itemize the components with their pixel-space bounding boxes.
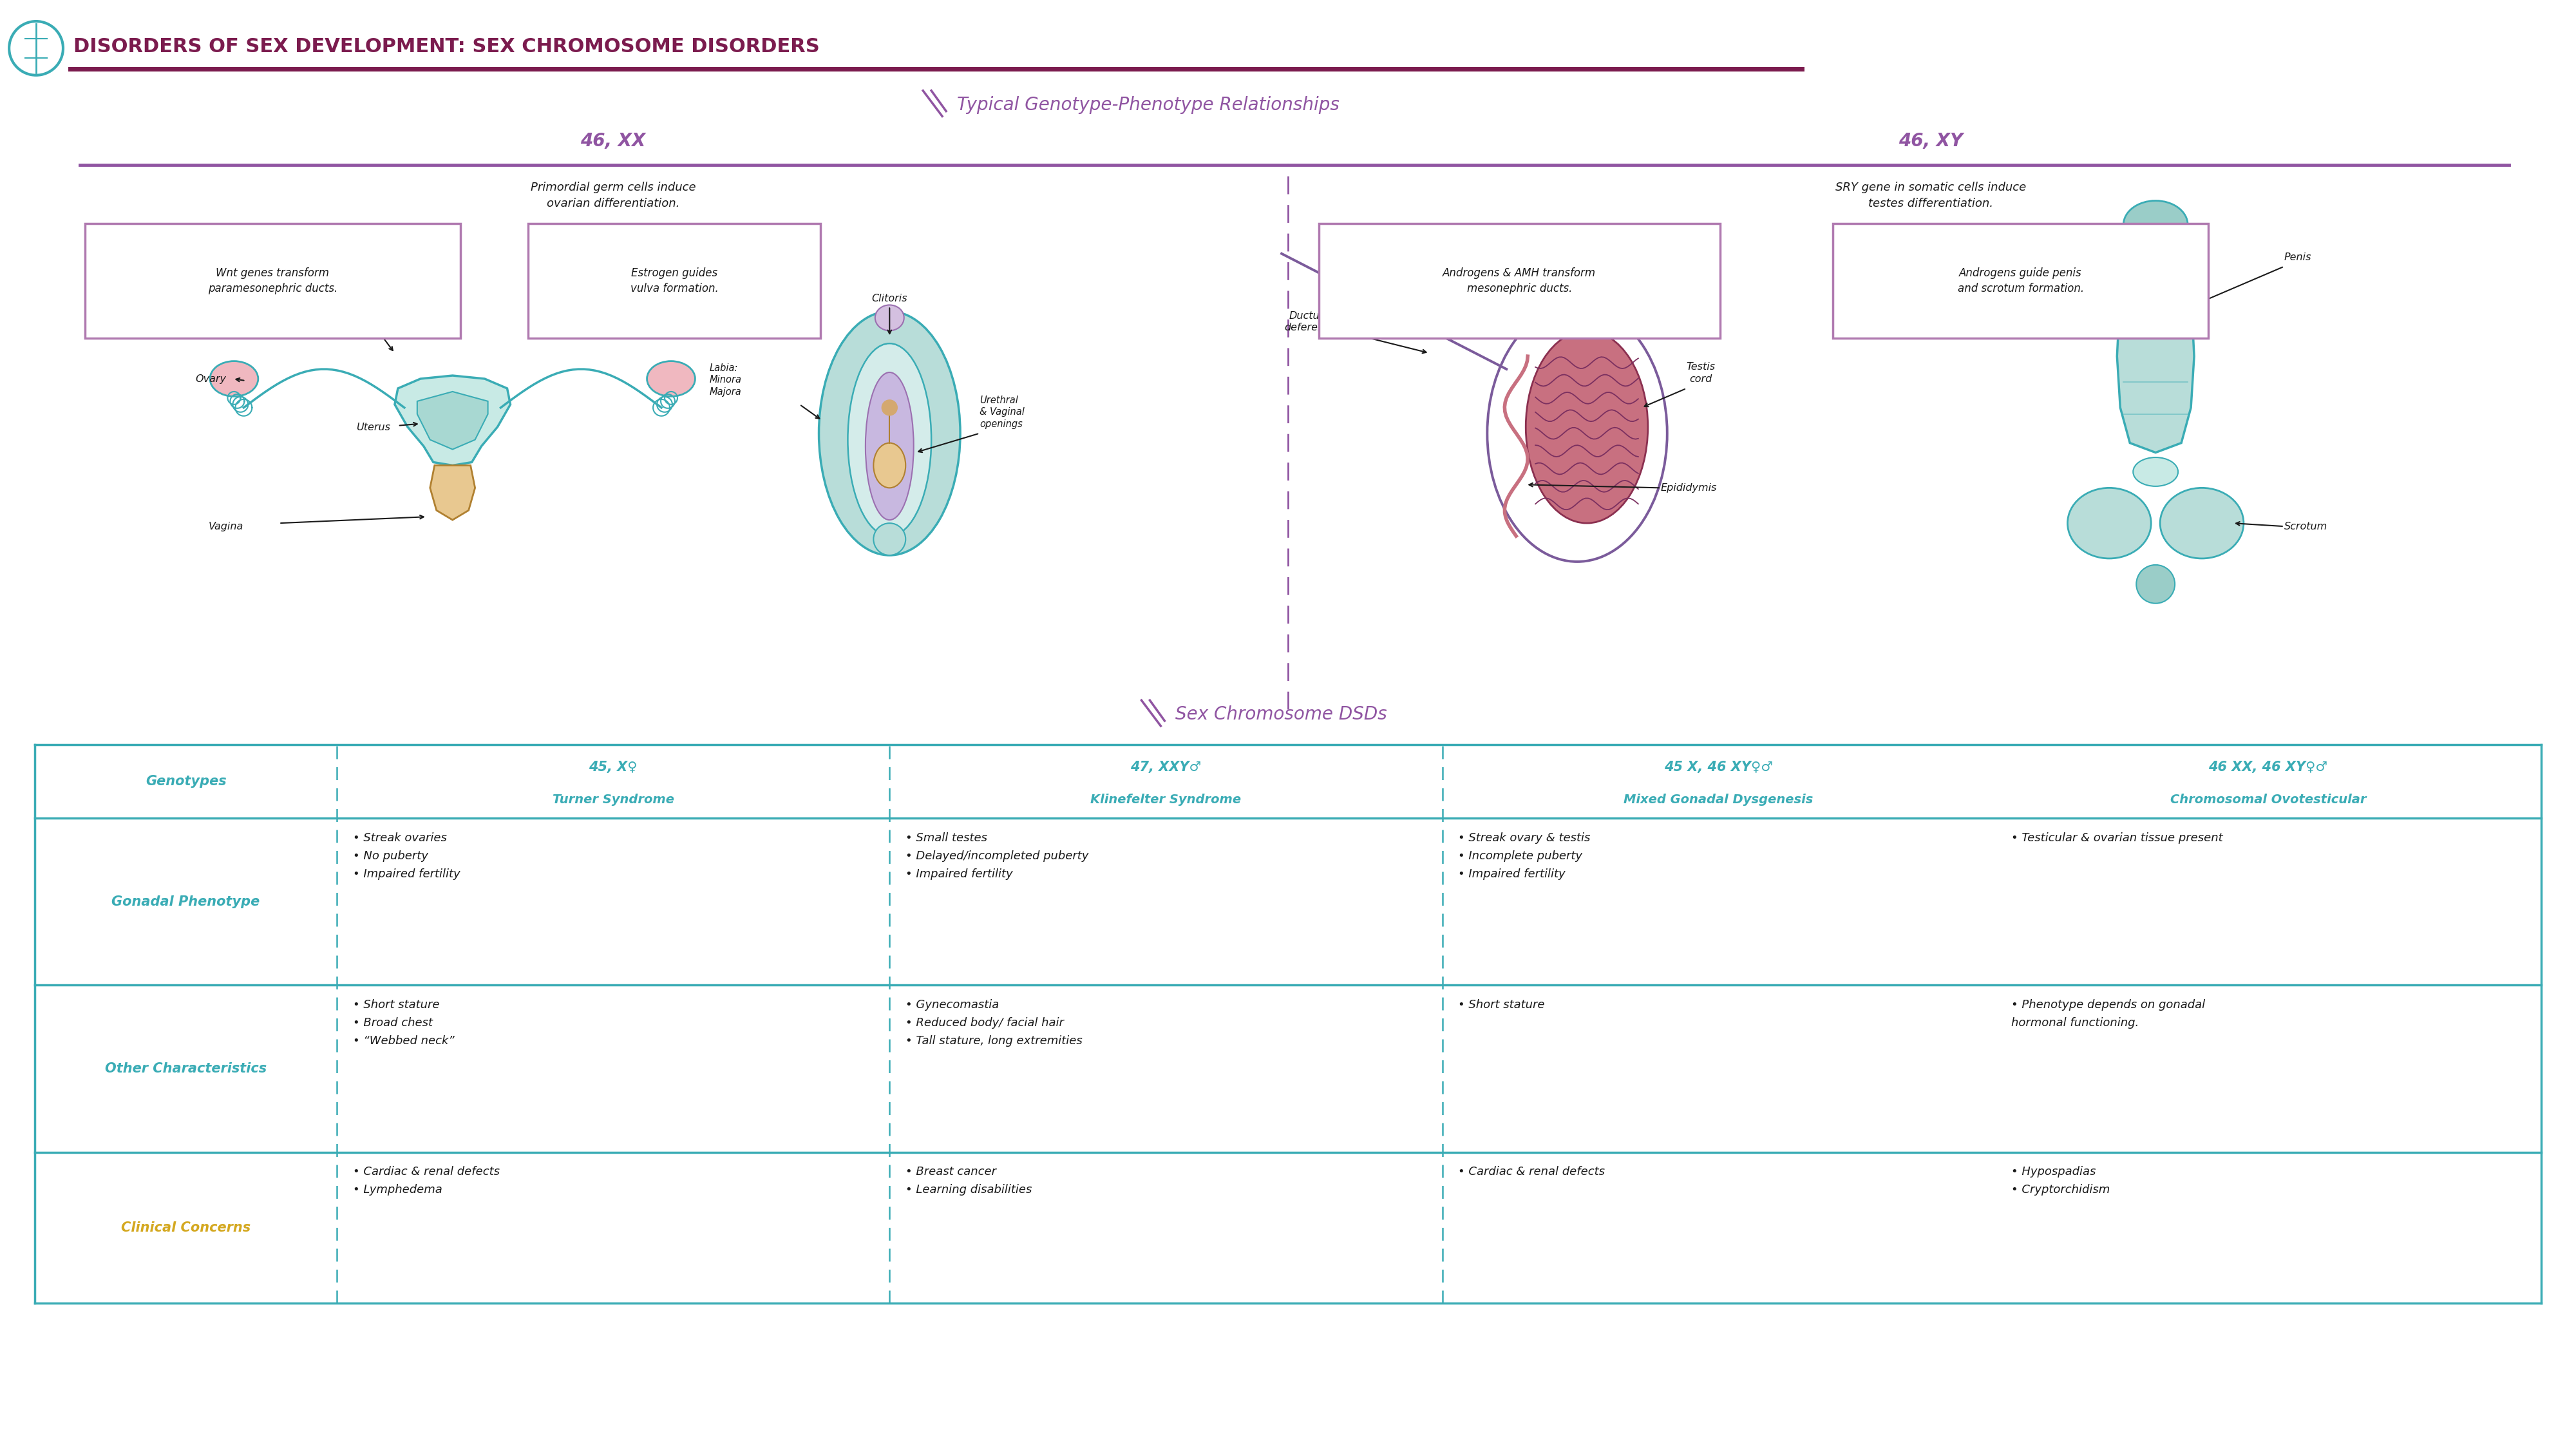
Text: • Small testes
• Delayed/incompleted puberty
• Impaired fertility: • Small testes • Delayed/incompleted pub… <box>907 832 1090 880</box>
FancyBboxPatch shape <box>1319 223 1721 338</box>
Text: Penis: Penis <box>2285 252 2311 262</box>
Text: Scrotum: Scrotum <box>2285 522 2329 532</box>
Text: Klinefelter Syndrome: Klinefelter Syndrome <box>1090 793 1242 806</box>
Text: Wnt genes transform
paramesonephric ducts.: Wnt genes transform paramesonephric duct… <box>209 267 337 294</box>
FancyBboxPatch shape <box>528 223 819 338</box>
Ellipse shape <box>1486 304 1667 561</box>
Ellipse shape <box>2123 200 2187 249</box>
Ellipse shape <box>209 361 258 396</box>
Ellipse shape <box>2133 457 2179 486</box>
Text: Turner Syndrome: Turner Syndrome <box>551 793 675 806</box>
Text: Mixed Gonadal Dysgenesis: Mixed Gonadal Dysgenesis <box>1623 793 1814 806</box>
Text: • Hypospadias
• Cryptorchidism: • Hypospadias • Cryptorchidism <box>2012 1166 2110 1196</box>
Ellipse shape <box>1525 331 1649 523</box>
Polygon shape <box>394 376 510 465</box>
Text: • Short stature: • Short stature <box>1458 999 1546 1011</box>
Text: • Gynecomastia
• Reduced body/ facial hair
• Tall stature, long extremities: • Gynecomastia • Reduced body/ facial ha… <box>907 999 1082 1047</box>
FancyBboxPatch shape <box>85 223 461 338</box>
Text: DISORDERS OF SEX DEVELOPMENT: SEX CHROMOSOME DISORDERS: DISORDERS OF SEX DEVELOPMENT: SEX CHROMO… <box>72 38 819 57</box>
Text: • Testicular & ovarian tissue present: • Testicular & ovarian tissue present <box>2012 832 2223 844</box>
Text: Chromosomal Ovotesticular: Chromosomal Ovotesticular <box>2169 793 2367 806</box>
Text: Clinical Concerns: Clinical Concerns <box>121 1221 250 1234</box>
Text: Epididymis: Epididymis <box>1662 483 1718 493</box>
Text: Uterus: Uterus <box>355 422 392 432</box>
Text: 46 XX, 46 XY♀♂: 46 XX, 46 XY♀♂ <box>2208 761 2329 774</box>
Text: Uterine tubes: Uterine tubes <box>289 313 358 323</box>
Text: Estrogen guides
vulva formation.: Estrogen guides vulva formation. <box>631 267 719 294</box>
Text: • Streak ovaries
• No puberty
• Impaired fertility: • Streak ovaries • No puberty • Impaired… <box>353 832 461 880</box>
Circle shape <box>881 400 896 415</box>
Polygon shape <box>417 392 487 450</box>
Text: Ovary: Ovary <box>196 374 227 384</box>
Text: 45, X♀: 45, X♀ <box>590 761 636 774</box>
Text: Primordial germ cells induce
ovarian differentiation.: Primordial germ cells induce ovarian dif… <box>531 181 696 209</box>
Text: Gonadal Phenotype: Gonadal Phenotype <box>111 895 260 908</box>
Text: • Short stature
• Broad chest
• “Webbed neck”: • Short stature • Broad chest • “Webbed … <box>353 999 453 1047</box>
Circle shape <box>873 523 907 555</box>
Text: Typical Genotype-Phenotype Relationships: Typical Genotype-Phenotype Relationships <box>958 96 1340 113</box>
Text: • Cardiac & renal defects: • Cardiac & renal defects <box>1458 1166 1605 1177</box>
Text: Genotypes: Genotypes <box>144 776 227 787</box>
Polygon shape <box>2117 247 2195 452</box>
Text: Androgens & AMH transform
mesonephric ducts.: Androgens & AMH transform mesonephric du… <box>1443 267 1597 294</box>
Text: 46, XX: 46, XX <box>580 132 647 151</box>
Text: SRY gene in somatic cells induce
testes differentiation.: SRY gene in somatic cells induce testes … <box>1834 181 2027 209</box>
Text: Ductus
deferens: Ductus deferens <box>1285 310 1329 332</box>
Ellipse shape <box>848 344 933 536</box>
Text: 47, XXY♂: 47, XXY♂ <box>1131 761 1200 774</box>
Ellipse shape <box>873 442 907 487</box>
Text: Clitoris: Clitoris <box>871 294 907 303</box>
Ellipse shape <box>2069 487 2151 558</box>
Text: • Streak ovary & testis
• Incomplete puberty
• Impaired fertility: • Streak ovary & testis • Incomplete pub… <box>1458 832 1589 880</box>
Ellipse shape <box>647 361 696 396</box>
Ellipse shape <box>876 304 904 331</box>
FancyBboxPatch shape <box>1834 223 2208 338</box>
Text: 46, XY: 46, XY <box>1899 132 1963 151</box>
Text: Androgens guide penis
and scrotum formation.: Androgens guide penis and scrotum format… <box>1958 267 2084 294</box>
Text: Urethral
& Vaginal
openings: Urethral & Vaginal openings <box>979 396 1025 429</box>
Text: 45 X, 46 XY♀♂: 45 X, 46 XY♀♂ <box>1664 761 1772 774</box>
Text: Labia:
Minora
Majora: Labia: Minora Majora <box>708 362 742 397</box>
Ellipse shape <box>819 312 961 555</box>
Text: • Cardiac & renal defects
• Lymphedema: • Cardiac & renal defects • Lymphedema <box>353 1166 500 1196</box>
Text: Other Characteristics: Other Characteristics <box>106 1063 268 1074</box>
Ellipse shape <box>866 373 914 521</box>
Text: Testis
cord: Testis cord <box>1687 362 1716 384</box>
Circle shape <box>2136 566 2174 603</box>
Ellipse shape <box>2161 487 2244 558</box>
Text: • Phenotype depends on gonadal
hormonal functioning.: • Phenotype depends on gonadal hormonal … <box>2012 999 2205 1030</box>
Polygon shape <box>430 465 474 521</box>
Text: Sex Chromosome DSDs: Sex Chromosome DSDs <box>1175 705 1388 724</box>
Text: • Breast cancer
• Learning disabilities: • Breast cancer • Learning disabilities <box>907 1166 1033 1196</box>
Text: Vagina: Vagina <box>209 522 242 532</box>
